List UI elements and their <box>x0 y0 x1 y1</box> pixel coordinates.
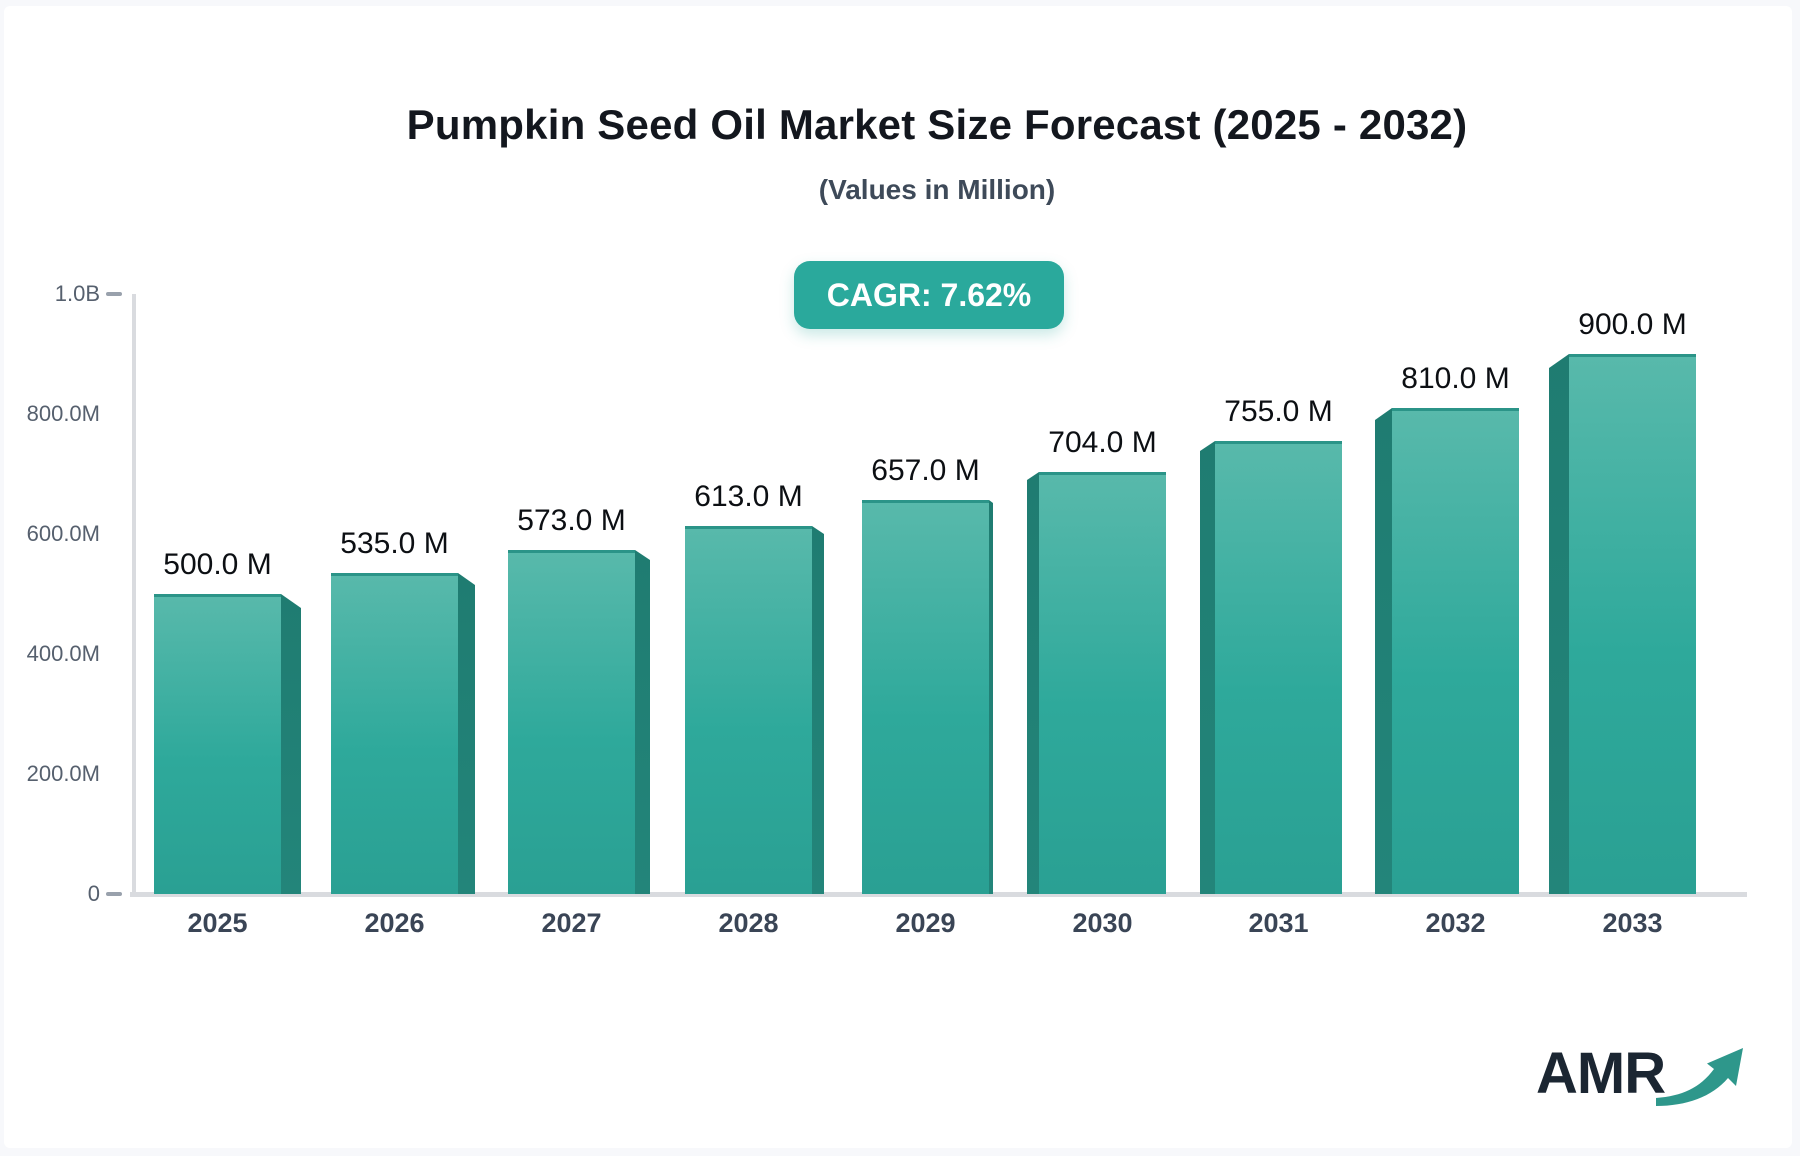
bar-value-label-2028: 613.0 M <box>694 480 803 513</box>
x-axis-label-2025: 2025 <box>187 908 248 938</box>
bar-side-2025 <box>281 594 301 894</box>
bar-2030[interactable] <box>1039 472 1166 894</box>
bar-value-label-2030: 704.0 M <box>1048 426 1157 459</box>
bar-value-label-2025: 500.0 M <box>163 548 272 581</box>
bar-side-2030 <box>1027 472 1039 894</box>
y-axis-label-800.0M: 800.0M <box>26 401 100 426</box>
x-axis-label-2028: 2028 <box>718 908 779 938</box>
bar-2025[interactable] <box>154 594 281 894</box>
y-axis-label-400.0M: 400.0M <box>26 641 100 666</box>
y-axis-tick <box>106 892 122 896</box>
chart-subtitle: (Values in Million) <box>818 174 1056 205</box>
bar-side-2033 <box>1549 354 1569 894</box>
bar-value-label-2031: 755.0 M <box>1224 395 1333 428</box>
bar-2028[interactable] <box>685 526 812 894</box>
bar-value-label-2029: 657.0 M <box>871 454 980 487</box>
x-axis-label-2029: 2029 <box>895 908 956 938</box>
x-axis-label-2033: 2033 <box>1602 908 1663 938</box>
amr-logo-text: AMR <box>1536 1041 1666 1106</box>
growth-arrow-icon <box>1656 1048 1743 1106</box>
y-axis-label-200.0M: 200.0M <box>26 761 100 786</box>
x-axis-label-2031: 2031 <box>1248 908 1309 938</box>
bar-side-2027 <box>635 550 650 894</box>
bar-2032[interactable] <box>1392 408 1519 894</box>
bar-side-2028 <box>812 526 824 894</box>
x-axis-label-2030: 2030 <box>1072 908 1133 938</box>
bar-2031[interactable] <box>1215 441 1342 894</box>
bar-value-label-2026: 535.0 M <box>340 527 449 560</box>
bar-side-2031 <box>1200 441 1215 894</box>
amr-logo: AMR <box>1536 1040 1766 1120</box>
x-axis-label-2027: 2027 <box>541 908 602 938</box>
y-axis-line <box>132 294 136 894</box>
x-axis-label-2026: 2026 <box>364 908 425 938</box>
bar-2029[interactable] <box>862 500 989 894</box>
cagr-badge-label: CAGR: 7.62% <box>826 276 1032 313</box>
chart-title: Pumpkin Seed Oil Market Size Forecast (2… <box>406 101 1468 148</box>
bar-side-2026 <box>458 573 475 894</box>
bar-value-label-2027: 573.0 M <box>517 504 626 537</box>
bar-value-label-2033: 900.0 M <box>1578 308 1687 341</box>
y-axis-label-600.0M: 600.0M <box>26 521 100 546</box>
y-axis-label-1.0B: 1.0B <box>54 281 100 306</box>
y-axis-label-0: 0 <box>87 881 100 906</box>
y-axis-tick <box>106 292 122 296</box>
cagr-badge: CAGR: 7.62% <box>794 261 1064 329</box>
x-axis-label-2032: 2032 <box>1425 908 1486 938</box>
bar-2033[interactable] <box>1569 354 1696 894</box>
bar-2027[interactable] <box>508 550 635 894</box>
bar-2026[interactable] <box>331 573 458 894</box>
bar-side-2032 <box>1375 408 1392 894</box>
chart-card: Pumpkin Seed Oil Market Size Forecast (2… <box>4 6 1792 1148</box>
bar-value-label-2032: 810.0 M <box>1401 362 1510 395</box>
x-axis-baseline <box>130 892 1747 897</box>
bar-side-2029 <box>989 500 993 894</box>
